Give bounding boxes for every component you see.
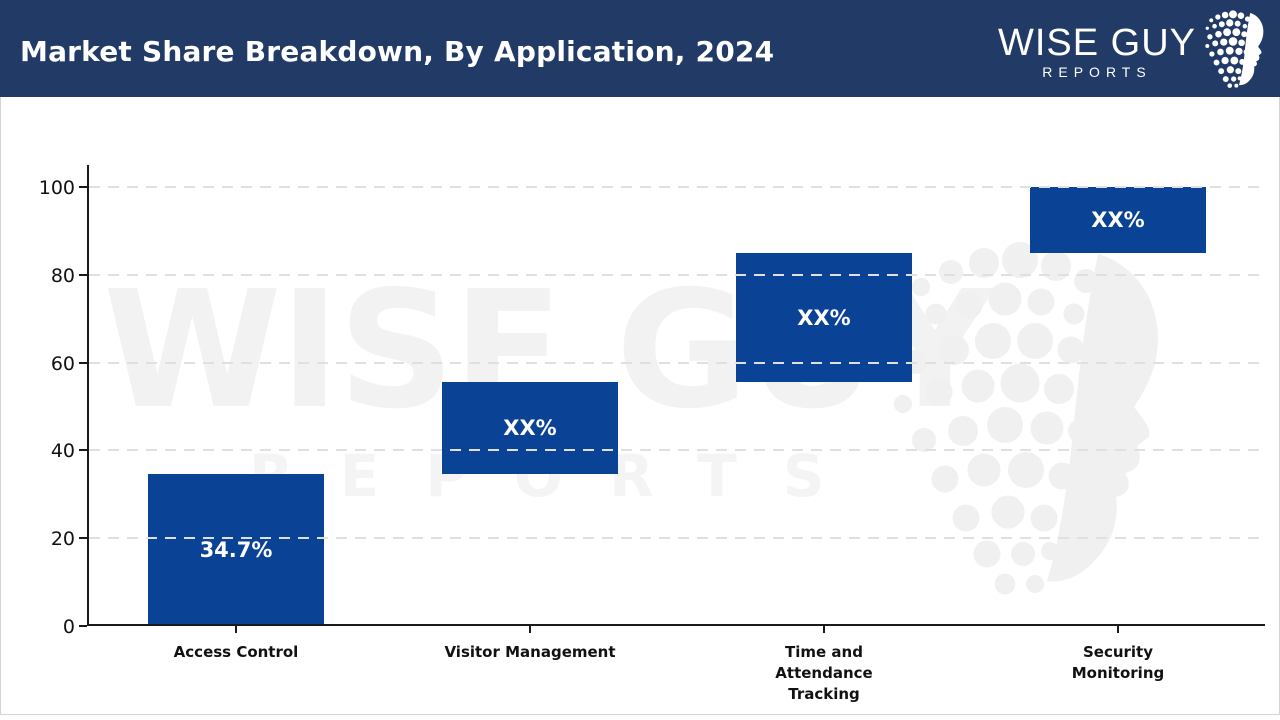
logo-face-icon (1205, 10, 1264, 88)
x-axis-tick (235, 626, 237, 633)
y-axis-tick (79, 273, 87, 276)
y-axis-tick (79, 361, 87, 364)
x-category-label: Time and Attendance Tracking (775, 643, 873, 703)
grid-line (89, 449, 1265, 452)
chart-area: WISE GUY REPORTS 0 20 40 60 80 100 34.7% Access… (0, 97, 1280, 715)
x-axis-line (87, 624, 1265, 626)
logo-text: WISE GUY REPORTS (998, 24, 1196, 80)
bar-value-label: XX% (797, 305, 851, 330)
x-axis-tick (823, 626, 825, 633)
y-tick-label: 60 (50, 352, 75, 375)
y-tick-label: 40 (50, 440, 75, 463)
y-tick-label: 100 (38, 177, 75, 199)
y-axis-tick (79, 186, 87, 188)
bar-value-label: XX% (503, 416, 557, 441)
bar-value-label: 34.7% (199, 537, 273, 562)
y-tick-label: 80 (50, 264, 75, 287)
y-axis-line (87, 165, 89, 626)
y-tick-label: 20 (50, 528, 75, 551)
bar-segment: XX% (1030, 187, 1206, 253)
wise-guy-reports-logo: WISE GUY REPORTS (998, 6, 1268, 94)
plot-area: 0 20 40 60 80 100 34.7% Access Control XX% Visito… (39, 165, 1265, 703)
grid-line (89, 537, 1265, 540)
header-bar: Market Share Breakdown, By Application, … (0, 0, 1280, 97)
bar-segment: 34.7% (148, 473, 324, 626)
y-axis-tick (79, 449, 87, 452)
bar-segment: XX% (442, 382, 618, 474)
logo-wordmark: WISE GUY (997, 22, 1196, 64)
chart-title: Market Share Breakdown, By Application, … (20, 35, 775, 68)
y-tick-label: 0 (62, 616, 75, 638)
grid-line (89, 361, 1265, 364)
bar-value-label: XX% (1091, 207, 1145, 232)
x-category-label: Visitor Management (444, 643, 616, 661)
y-axis-tick (79, 537, 87, 540)
grid-line (89, 186, 1265, 188)
x-axis-tick (529, 626, 531, 633)
x-axis-tick (1117, 626, 1119, 633)
x-category-label: Security Monitoring (1071, 643, 1165, 682)
logo-subtitle: REPORTS (1042, 64, 1152, 80)
grid-line (89, 273, 1265, 276)
x-category-label: Access Control (173, 643, 299, 661)
y-axis-tick (79, 625, 87, 627)
